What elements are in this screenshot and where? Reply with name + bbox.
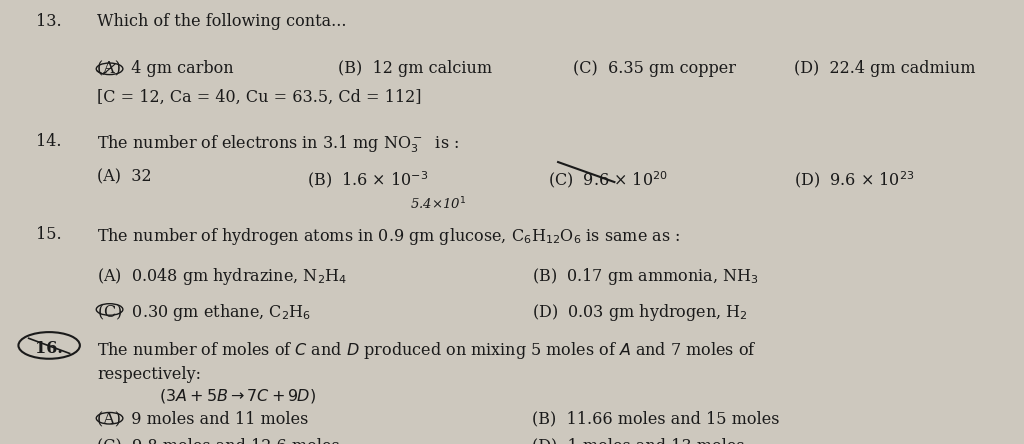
Text: (C)  0.30 gm ethane, C$_2$H$_6$: (C) 0.30 gm ethane, C$_2$H$_6$ — [97, 302, 311, 323]
Text: (A)  0.048 gm hydrazine, N$_2$H$_4$: (A) 0.048 gm hydrazine, N$_2$H$_4$ — [97, 266, 347, 287]
Text: (D)  22.4 gm cadmium: (D) 22.4 gm cadmium — [794, 60, 975, 77]
Text: Which of the following conta...: Which of the following conta... — [97, 13, 347, 30]
Text: 13.: 13. — [36, 13, 61, 30]
Text: (B)  1.6 × 10$^{-3}$: (B) 1.6 × 10$^{-3}$ — [307, 169, 429, 190]
Text: $(3A + 5B \rightarrow 7C + 9D)$: $(3A + 5B \rightarrow 7C + 9D)$ — [159, 387, 315, 405]
Text: (B)  12 gm calcium: (B) 12 gm calcium — [338, 60, 493, 77]
Text: (B)  11.66 moles and 15 moles: (B) 11.66 moles and 15 moles — [532, 411, 780, 428]
Text: (C)  9.8 moles and 12.6 moles: (C) 9.8 moles and 12.6 moles — [97, 437, 340, 444]
Text: 16.: 16. — [35, 340, 63, 357]
Text: The number of hydrogen atoms in 0.9 gm glucose, C$_6$H$_{12}$O$_6$ is same as :: The number of hydrogen atoms in 0.9 gm g… — [97, 226, 681, 247]
Text: 15.: 15. — [36, 226, 61, 243]
Text: (B)  0.17 gm ammonia, NH$_3$: (B) 0.17 gm ammonia, NH$_3$ — [532, 266, 759, 287]
Text: (A)  4 gm carbon: (A) 4 gm carbon — [97, 60, 233, 77]
Text: (A)  9 moles and 11 moles: (A) 9 moles and 11 moles — [97, 411, 308, 428]
Text: (A)  32: (A) 32 — [97, 169, 152, 186]
Text: (D)  9.6 × 10$^{23}$: (D) 9.6 × 10$^{23}$ — [794, 169, 913, 190]
Text: (C)  9.6 × 10$^{20}$: (C) 9.6 × 10$^{20}$ — [548, 169, 668, 190]
Text: (D)  0.03 gm hydrogen, H$_2$: (D) 0.03 gm hydrogen, H$_2$ — [532, 302, 749, 323]
Text: 14.: 14. — [36, 133, 61, 150]
Text: [C = 12, Ca = 40, Cu = 63.5, Cd = 112]: [C = 12, Ca = 40, Cu = 63.5, Cd = 112] — [97, 89, 422, 106]
Text: The number of electrons in 3.1 mg NO$_3^-$  is :: The number of electrons in 3.1 mg NO$_3^… — [97, 133, 460, 155]
Text: The number of moles of $C$ and $D$ produced on mixing 5 moles of $A$ and 7 moles: The number of moles of $C$ and $D$ produ… — [97, 340, 757, 361]
Text: respectively:: respectively: — [97, 366, 202, 383]
Text: 5.4×10$^{1}$: 5.4×10$^{1}$ — [410, 195, 466, 212]
Text: (D)  1 moles and 13 moles: (D) 1 moles and 13 moles — [532, 437, 745, 444]
Text: (C)  6.35 gm copper: (C) 6.35 gm copper — [573, 60, 736, 77]
